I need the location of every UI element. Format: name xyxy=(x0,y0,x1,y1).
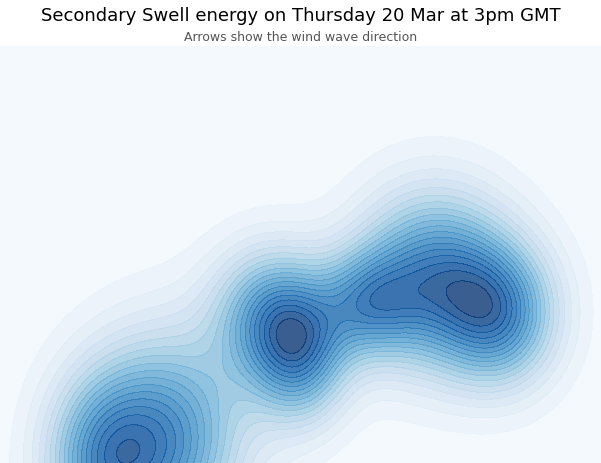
Text: Arrows show the wind wave direction: Arrows show the wind wave direction xyxy=(184,31,417,44)
Text: Secondary Swell energy on Thursday 20 Mar at 3pm GMT: Secondary Swell energy on Thursday 20 Ma… xyxy=(41,7,560,25)
